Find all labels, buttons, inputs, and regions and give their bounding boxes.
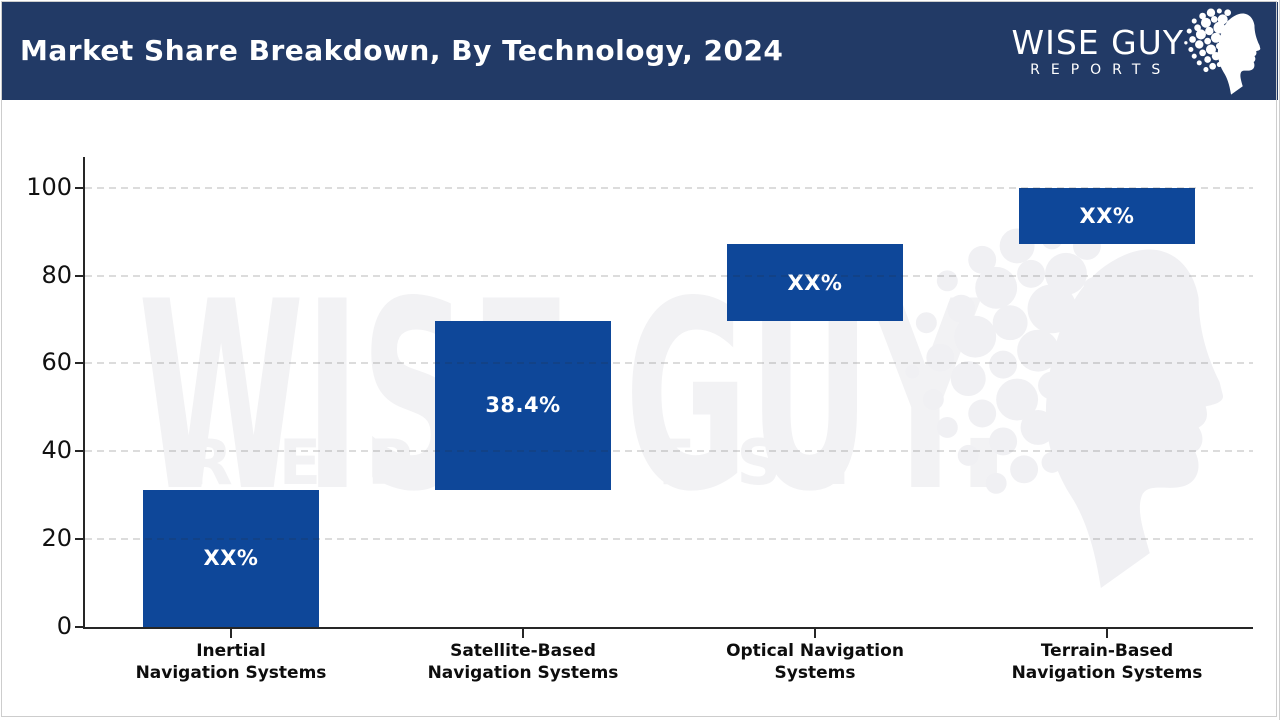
bar-value-label: 38.4% (485, 393, 561, 418)
x-category-label: Optical Navigation Systems (726, 641, 904, 683)
y-axis-line (83, 157, 85, 629)
dotted-head-logo-icon (1184, 8, 1261, 95)
gridline (85, 186, 1253, 189)
y-tick-mark (75, 274, 84, 277)
y-tick-label: 40 (41, 436, 72, 465)
gridline (85, 274, 1253, 277)
bar-segment: XX% (727, 244, 903, 321)
y-tick-mark (75, 626, 84, 628)
bar-segment: XX% (143, 489, 319, 627)
x-tick-mark (814, 629, 816, 638)
y-tick-label: 80 (41, 260, 72, 289)
y-tick-mark (75, 538, 84, 541)
gridline (85, 362, 1253, 365)
y-tick-label: 0 (56, 612, 72, 640)
y-tick-label: 20 (41, 524, 72, 553)
logo-subtitle: REPORTS (1030, 62, 1172, 78)
x-category-label: Satellite-Based Navigation Systems (427, 641, 619, 683)
wise-guy-reports-logo: WISE GUY REPORTS (1011, 6, 1264, 98)
bar-segment: 38.4% (435, 320, 611, 490)
x-tick-mark (230, 629, 232, 638)
watermark-dotted-head-icon (905, 228, 1224, 589)
logo-text: WISE GUY REPORTS (1011, 26, 1184, 78)
bar-segment: XX% (1019, 187, 1195, 245)
plot-area: XX% 38.4% XX% XX% (85, 157, 1253, 627)
header-band: Market Share Breakdown, By Technology, 2… (2, 2, 1278, 100)
bar-value-label: XX% (787, 270, 843, 295)
chart-title: Market Share Breakdown, By Technology, 2… (20, 34, 784, 67)
x-tick-mark (1106, 629, 1108, 638)
x-axis-line (83, 627, 1253, 629)
y-tick-mark (75, 362, 84, 365)
gridline (85, 538, 1253, 541)
y-tick-mark (75, 186, 84, 189)
gridline (85, 450, 1253, 453)
logo-wordmark: WISE GUY (1011, 23, 1184, 62)
x-category-label: Inertial Navigation Systems (135, 641, 327, 683)
x-tick-mark (522, 629, 524, 638)
bar-value-label: XX% (1079, 204, 1135, 229)
y-tick-mark (75, 450, 84, 453)
y-tick-label: 100 (26, 172, 72, 201)
y-tick-label: 60 (41, 348, 72, 377)
x-category-label: Terrain-Based Navigation Systems (1011, 641, 1203, 683)
bar-value-label: XX% (203, 546, 259, 571)
